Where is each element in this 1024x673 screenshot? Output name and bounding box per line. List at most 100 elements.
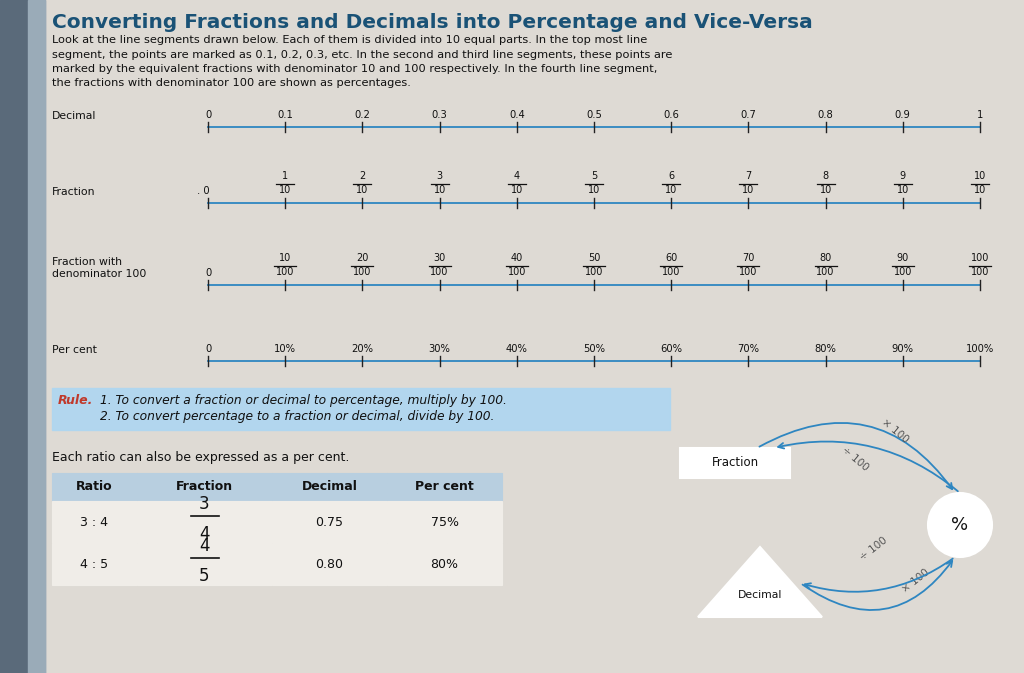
Text: 100: 100	[971, 267, 989, 277]
Bar	[137, 473, 272, 501]
Bar	[387, 543, 502, 585]
Bar	[137, 501, 272, 543]
Bar	[272, 543, 387, 585]
Text: 4: 4	[200, 537, 210, 555]
Text: 100: 100	[430, 267, 449, 277]
Text: 70: 70	[742, 253, 755, 263]
Text: Ratio: Ratio	[76, 481, 113, 493]
Text: 0.75: 0.75	[315, 516, 343, 528]
Text: 10: 10	[742, 185, 755, 195]
Text: 10: 10	[897, 185, 909, 195]
Text: Per cent: Per cent	[415, 481, 474, 493]
Text: 100: 100	[894, 267, 912, 277]
Text: ÷ 100: ÷ 100	[858, 536, 889, 563]
Text: 90: 90	[897, 253, 909, 263]
Bar	[0, 0, 28, 673]
Text: 10%: 10%	[274, 344, 296, 354]
Text: 0.80: 0.80	[315, 557, 343, 571]
Text: 100: 100	[816, 267, 835, 277]
Text: 60%: 60%	[660, 344, 682, 354]
Text: 20%: 20%	[351, 344, 374, 354]
Text: 4 : 5: 4 : 5	[81, 557, 109, 571]
Text: 10: 10	[433, 185, 445, 195]
Text: 1: 1	[977, 110, 983, 120]
Text: 0.2: 0.2	[354, 110, 371, 120]
Text: 2. To convert percentage to a fraction or decimal, divide by 100.: 2. To convert percentage to a fraction o…	[100, 410, 495, 423]
Text: 100: 100	[662, 267, 680, 277]
Text: 4: 4	[200, 525, 210, 543]
Bar	[52, 501, 137, 543]
Bar	[137, 543, 272, 585]
Text: Converting Fractions and Decimals into Percentage and Vice-Versa: Converting Fractions and Decimals into P…	[52, 13, 813, 32]
Bar	[52, 473, 137, 501]
Bar	[387, 501, 502, 543]
Text: 0: 0	[205, 268, 211, 278]
Bar	[272, 473, 387, 501]
Text: 1: 1	[283, 171, 289, 181]
Bar	[0, 0, 45, 673]
Text: 100: 100	[276, 267, 294, 277]
Text: 40: 40	[511, 253, 523, 263]
Text: 80%: 80%	[430, 557, 459, 571]
Text: 5: 5	[200, 567, 210, 585]
Text: 50: 50	[588, 253, 600, 263]
Text: 10: 10	[356, 185, 369, 195]
Text: 100: 100	[739, 267, 758, 277]
Text: 7: 7	[745, 171, 752, 181]
Polygon shape	[698, 547, 822, 617]
Text: 100: 100	[971, 253, 989, 263]
Text: 30%: 30%	[429, 344, 451, 354]
Text: marked by the equivalent fractions with denominator 10 and 100 respectively. In : marked by the equivalent fractions with …	[52, 64, 657, 74]
Text: 100: 100	[508, 267, 526, 277]
Text: 0: 0	[205, 344, 211, 354]
Text: 3: 3	[436, 171, 442, 181]
Bar	[272, 501, 387, 543]
Text: × 100: × 100	[880, 417, 910, 445]
Text: %: %	[951, 516, 969, 534]
Text: 6: 6	[668, 171, 674, 181]
Text: . 0: . 0	[197, 186, 209, 196]
Text: 3: 3	[200, 495, 210, 513]
Text: 5: 5	[591, 171, 597, 181]
Text: 10: 10	[974, 171, 986, 181]
Text: 0.5: 0.5	[586, 110, 602, 120]
Text: 10: 10	[280, 253, 291, 263]
Text: 100: 100	[585, 267, 603, 277]
Text: 4: 4	[514, 171, 520, 181]
Text: Per cent: Per cent	[52, 345, 97, 355]
Text: 100%: 100%	[966, 344, 994, 354]
Text: × 100: × 100	[900, 567, 931, 595]
Text: 1. To convert a fraction or decimal to percentage, multiply by 100.: 1. To convert a fraction or decimal to p…	[100, 394, 507, 407]
Bar	[52, 388, 670, 430]
Text: 0.6: 0.6	[664, 110, 679, 120]
Text: 0.3: 0.3	[432, 110, 447, 120]
Text: Decimal: Decimal	[738, 590, 782, 600]
Text: 10: 10	[665, 185, 677, 195]
Text: 0.8: 0.8	[818, 110, 834, 120]
Text: Decimal: Decimal	[52, 111, 96, 121]
Text: 0.4: 0.4	[509, 110, 524, 120]
Text: 10: 10	[974, 185, 986, 195]
Text: Look at the line segments drawn below. Each of them is divided into 10 equal par: Look at the line segments drawn below. E…	[52, 35, 647, 45]
Text: 2: 2	[359, 171, 366, 181]
Bar	[680, 448, 790, 478]
Text: 40%: 40%	[506, 344, 527, 354]
Text: Each ratio can also be expressed as a per cent.: Each ratio can also be expressed as a pe…	[52, 451, 349, 464]
Text: 0.1: 0.1	[278, 110, 293, 120]
Text: Decimal: Decimal	[301, 481, 357, 493]
Text: 0.7: 0.7	[740, 110, 757, 120]
Text: 0: 0	[205, 110, 211, 120]
Text: 100: 100	[353, 267, 372, 277]
Text: 80: 80	[819, 253, 831, 263]
Text: 10: 10	[819, 185, 831, 195]
Text: 30: 30	[433, 253, 445, 263]
Text: ÷ 100: ÷ 100	[840, 445, 870, 473]
Text: segment, the points are marked as 0.1, 0.2, 0.3, etc. In the second and third li: segment, the points are marked as 0.1, 0…	[52, 50, 673, 59]
Text: Fraction: Fraction	[52, 187, 95, 197]
Text: 90%: 90%	[892, 344, 913, 354]
Text: 9: 9	[900, 171, 906, 181]
Text: the fractions with denominator 100 are shown as percentages.: the fractions with denominator 100 are s…	[52, 79, 411, 89]
Text: 60: 60	[665, 253, 677, 263]
Text: 3 : 4: 3 : 4	[81, 516, 109, 528]
Bar	[387, 473, 502, 501]
